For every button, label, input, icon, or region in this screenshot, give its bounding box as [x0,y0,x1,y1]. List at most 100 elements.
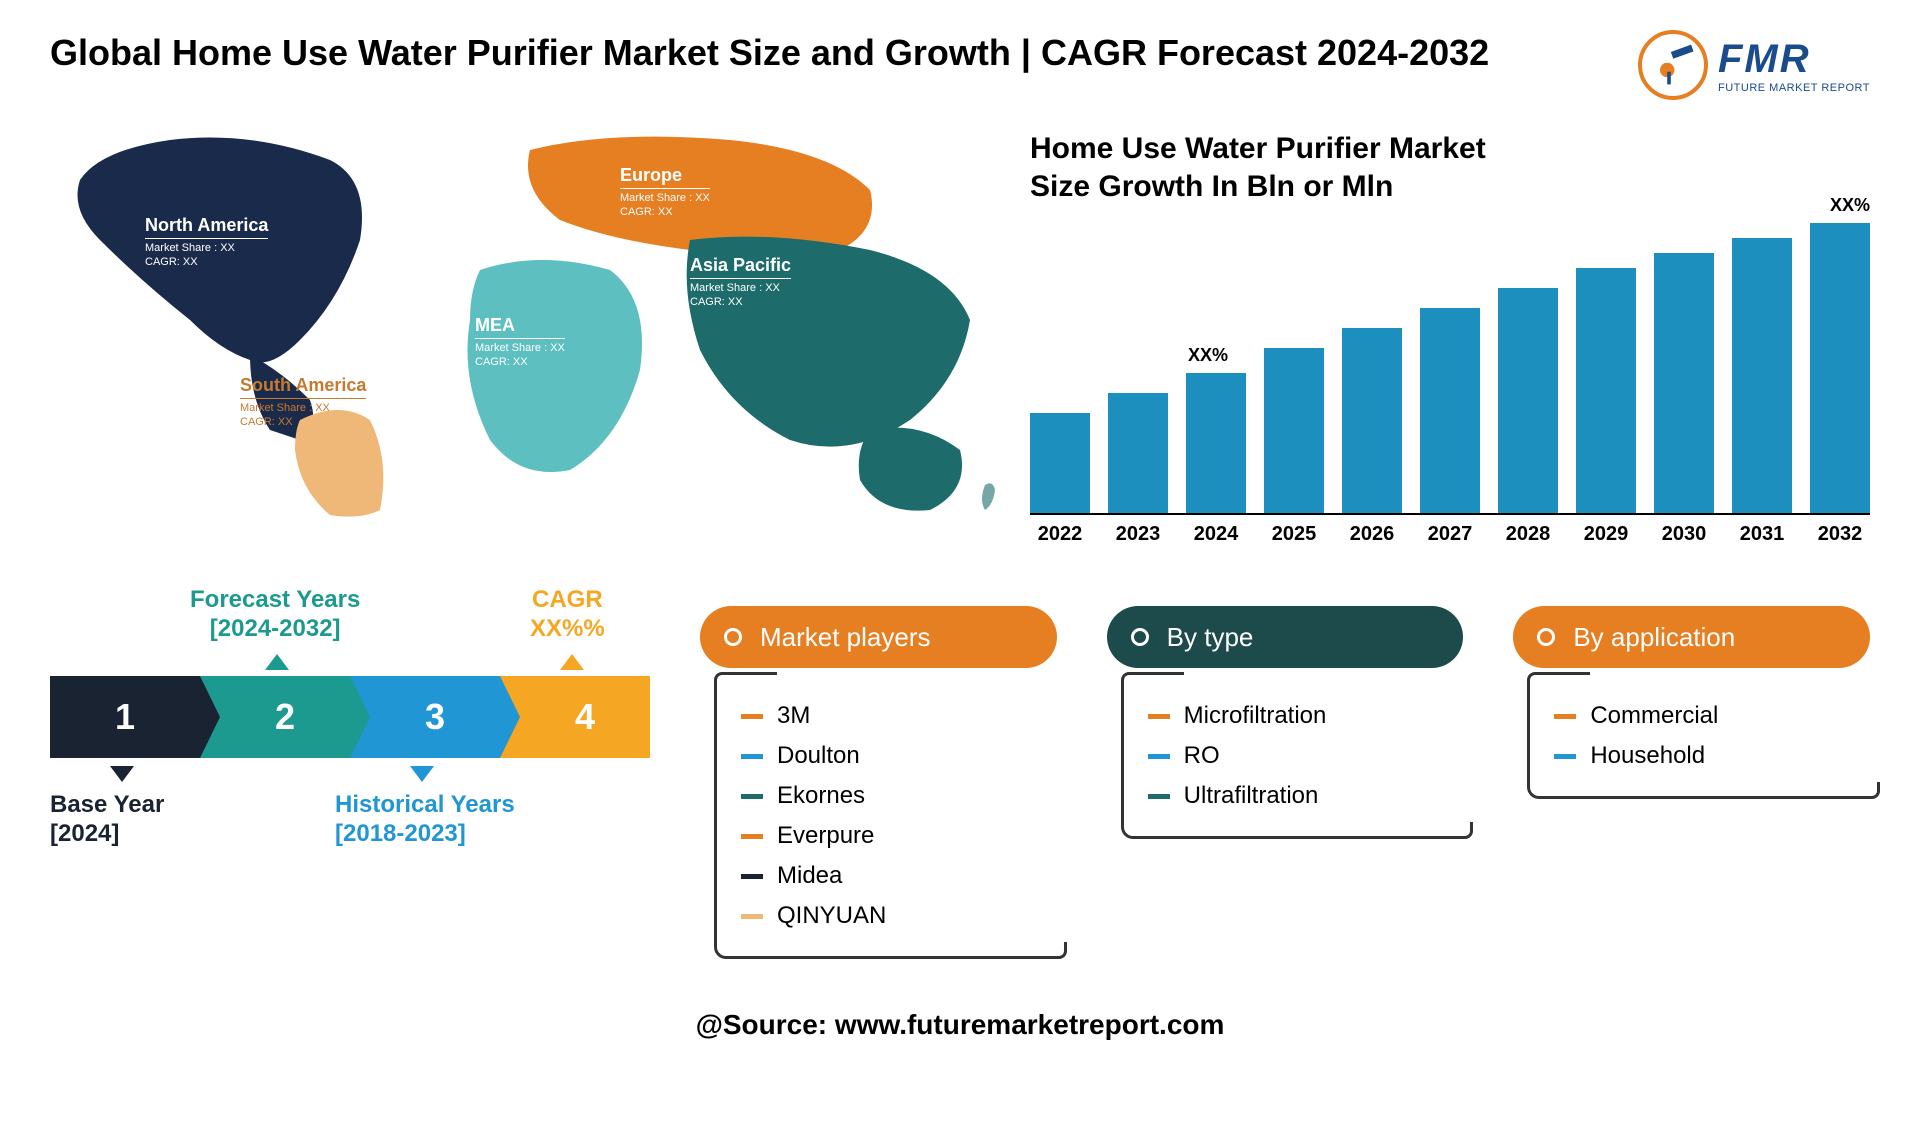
x-axis-label: 2023 [1108,523,1168,546]
bar [1420,308,1480,513]
dash-icon [741,874,763,879]
bar-chart: Home Use Water Purifier Market Size Grow… [1030,120,1870,546]
list-item-label: Ultrafiltration [1184,782,1319,810]
list-item-label: RO [1184,742,1220,770]
dash-icon [1148,714,1170,719]
chevron-3: 3 [350,676,500,758]
x-axis-label: 2022 [1030,523,1090,546]
bullet-icon [1131,628,1149,646]
x-axis-label: 2026 [1342,523,1402,546]
bar [1498,288,1558,513]
market-players-column: Market players 3M Doulton Ekornes Everpure M… [700,606,1057,959]
by-type-pill: By type [1107,606,1464,668]
bar [1030,413,1090,513]
top-row: North AmericaMarket Share : XXCAGR: XX So… [50,120,1870,546]
dash-icon [741,754,763,759]
source-attribution: @Source: www.futuremarketreport.com [50,1009,1870,1041]
x-axis-label: 2027 [1420,523,1480,546]
list-item: Household [1530,736,1870,776]
list-item: Everpure [717,816,1057,856]
by-type-label: By type [1167,622,1254,653]
logo-abbrev: FMR [1718,37,1870,82]
region-label: MEAMarket Share : XXCAGR: XX [475,315,565,370]
dash-icon [1148,754,1170,759]
bar [1576,268,1636,513]
list-item: Commercial [1530,696,1870,736]
forecast-range: [2024-2032] [190,615,360,644]
bar [1810,223,1870,513]
cagr-label: CAGR XX%% [530,586,605,644]
bottom-row: Forecast Years [2024-2032] CAGR XX%% 1 2… [50,606,1870,959]
list-item-label: Microfiltration [1184,702,1327,730]
x-axis-label: 2031 [1732,523,1792,546]
world-map: North AmericaMarket Share : XXCAGR: XX So… [50,120,1000,520]
bar [1186,373,1246,513]
dash-icon [741,834,763,839]
bar [1654,253,1714,513]
x-axis-label: 2030 [1654,523,1714,546]
list-item-label: QINYUAN [777,902,886,930]
chevron-2: 2 [200,676,350,758]
dash-icon [741,714,763,719]
x-axis-label: 2028 [1498,523,1558,546]
list-item-label: Ekornes [777,782,865,810]
header: Global Home Use Water Purifier Market Si… [50,30,1870,100]
dash-icon [1554,754,1576,759]
bullet-icon [1537,628,1555,646]
arrow-up-icon [265,654,289,670]
bullet-icon [724,628,742,646]
list-item: Doulton [717,736,1057,776]
bar [1108,393,1168,513]
base-year-value: [2024] [50,820,164,849]
by-type-list: Microfiltration RO Ultrafiltration [1121,686,1464,839]
list-item-label: Household [1590,742,1705,770]
list-item: Ekornes [717,776,1057,816]
chevron-4: 4 [500,676,650,758]
list-item: Microfiltration [1124,696,1464,736]
by-application-pill: By application [1513,606,1870,668]
list-item: QINYUAN [717,896,1057,936]
region-label: North AmericaMarket Share : XXCAGR: XX [145,215,268,270]
list-item: Ultrafiltration [1124,776,1464,816]
dash-icon [741,794,763,799]
arrow-up-icon [560,654,584,670]
cagr-value: XX%% [530,615,605,644]
forecast-label: Forecast Years [2024-2032] [190,586,360,644]
timeline: Forecast Years [2024-2032] CAGR XX%% 1 2… [50,606,650,758]
logo-subtitle: FUTURE MARKET REPORT [1718,82,1870,94]
historical-range: [2018-2023] [335,820,515,849]
list-item-label: 3M [777,702,810,730]
market-players-list: 3M Doulton Ekornes Everpure Midea QINYUAN [714,686,1057,959]
historical-label: Historical Years [2018-2023] [335,791,515,849]
list-item-label: Everpure [777,822,874,850]
list-item: 3M [717,696,1057,736]
by-application-column: By application Commercial Household [1513,606,1870,799]
chevron-1: 1 [50,676,200,758]
list-item-label: Doulton [777,742,860,770]
by-application-label: By application [1573,622,1735,653]
bar [1732,238,1792,513]
chevron-row: 1 2 3 4 [50,676,650,758]
bar [1264,348,1324,513]
market-players-pill: Market players [700,606,1057,668]
region-label: South AmericaMarket Share : XXCAGR: XX [240,375,366,430]
forecast-label-text: Forecast Years [190,586,360,615]
base-year-text: Base Year [50,791,164,820]
market-players-label: Market players [760,622,931,653]
chart-title: Home Use Water Purifier Market Size Grow… [1030,130,1530,205]
x-axis-label: 2025 [1264,523,1324,546]
by-application-list: Commercial Household [1527,686,1870,799]
bar [1342,328,1402,513]
dash-icon [1554,714,1576,719]
list-item: RO [1124,736,1464,776]
region-label: EuropeMarket Share : XXCAGR: XX [620,165,710,220]
dash-icon [741,914,763,919]
bar-annotation-2032: XX% [1830,195,1870,216]
x-axis-label: 2024 [1186,523,1246,546]
base-year-label: Base Year [2024] [50,791,164,849]
cagr-label-text: CAGR [530,586,605,615]
list-item-label: Midea [777,862,842,890]
telescope-icon [1638,30,1708,100]
list-item-label: Commercial [1590,702,1718,730]
x-axis-label: 2029 [1576,523,1636,546]
